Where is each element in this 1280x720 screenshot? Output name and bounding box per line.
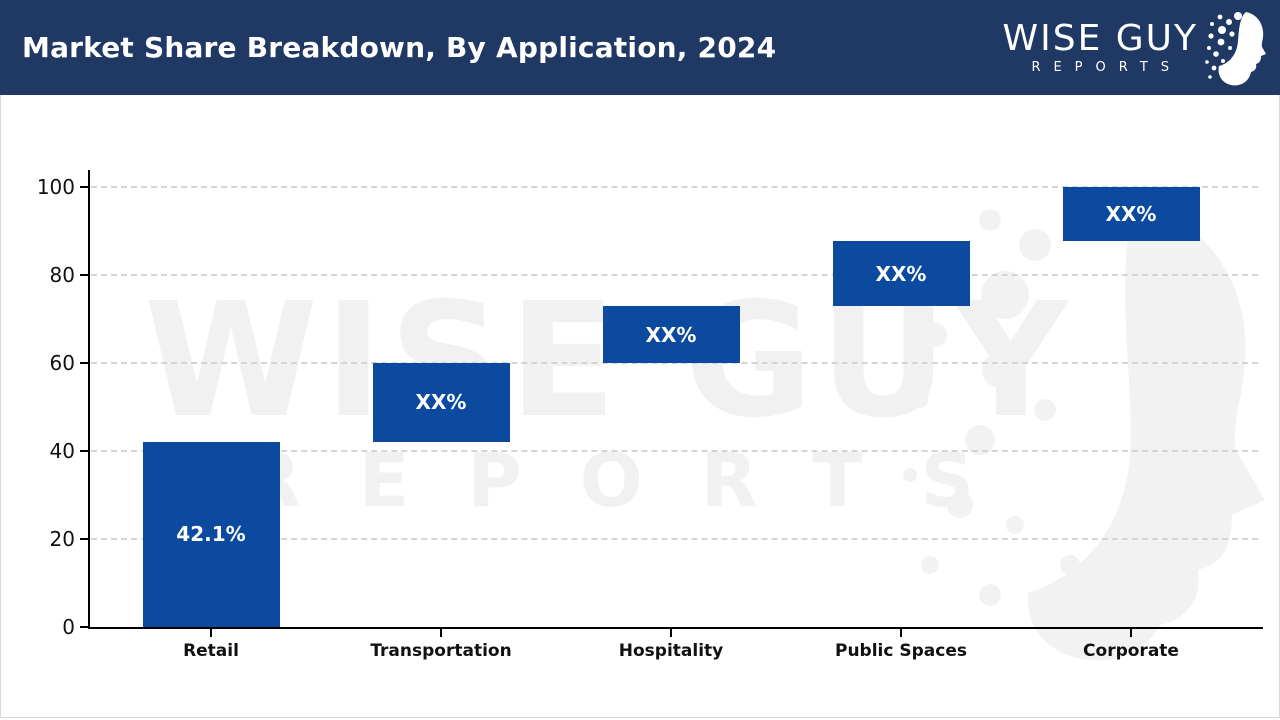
logo-subtext: REPORTS [1031, 60, 1183, 75]
x-category-label-corporate: Corporate [1083, 641, 1179, 661]
brand-logo: WISE GUY REPORTS [1002, 8, 1266, 88]
gridline-80 [91, 274, 1258, 276]
y-tick-label-60: 60 [49, 351, 75, 375]
gridline-20 [91, 538, 1258, 540]
logo-face-icon [1205, 11, 1266, 85]
y-tick-label-100: 100 [36, 175, 75, 199]
page-title: Market Share Breakdown, By Application, … [22, 31, 777, 64]
bar-segment-transportation: XX% [372, 363, 510, 442]
gridline-40 [91, 450, 1258, 452]
x-tick-mark-retail [210, 629, 212, 637]
bar-value-label-retail: 42.1% [176, 522, 246, 547]
y-tick-mark-0 [80, 626, 88, 628]
y-axis-line [88, 170, 90, 629]
y-tick-label-40: 40 [49, 439, 75, 463]
bar-value-label-public-spaces: XX% [875, 261, 927, 286]
y-tick-mark-60 [80, 362, 88, 364]
x-category-label-public-spaces: Public Spaces [835, 641, 967, 661]
x-tick-mark-hospitality [670, 629, 672, 637]
bar-segment-public-spaces: XX% [832, 241, 970, 307]
x-tick-mark-public-spaces [900, 629, 902, 637]
x-category-label-hospitality: Hospitality [618, 641, 724, 661]
header-bar: Market Share Breakdown, By Application, … [0, 0, 1280, 95]
x-category-label-retail: Retail [183, 641, 239, 661]
y-tick-label-80: 80 [49, 263, 75, 287]
y-tick-label-20: 20 [49, 527, 75, 551]
logo-wordmark: WISE GUY [1002, 18, 1198, 59]
y-tick-mark-100 [80, 186, 88, 188]
x-tick-mark-transportation [440, 629, 442, 637]
bar-value-label-corporate: XX% [1105, 202, 1157, 227]
bar-segment-corporate: XX% [1062, 187, 1200, 242]
y-tick-mark-80 [80, 274, 88, 276]
x-category-label-transportation: Transportation [370, 641, 512, 661]
bar-value-label-hospitality: XX% [645, 322, 697, 347]
bar-value-label-transportation: XX% [415, 390, 467, 415]
bar-segment-hospitality: XX% [602, 306, 740, 363]
gridline-60 [91, 362, 1258, 364]
x-tick-mark-corporate [1130, 629, 1132, 637]
gridline-100 [91, 186, 1258, 188]
x-axis-line [88, 627, 1263, 629]
y-tick-mark-40 [80, 450, 88, 452]
y-tick-mark-20 [80, 538, 88, 540]
bar-segment-retail: 42.1% [142, 441, 280, 627]
y-tick-label-0: 0 [62, 615, 75, 639]
